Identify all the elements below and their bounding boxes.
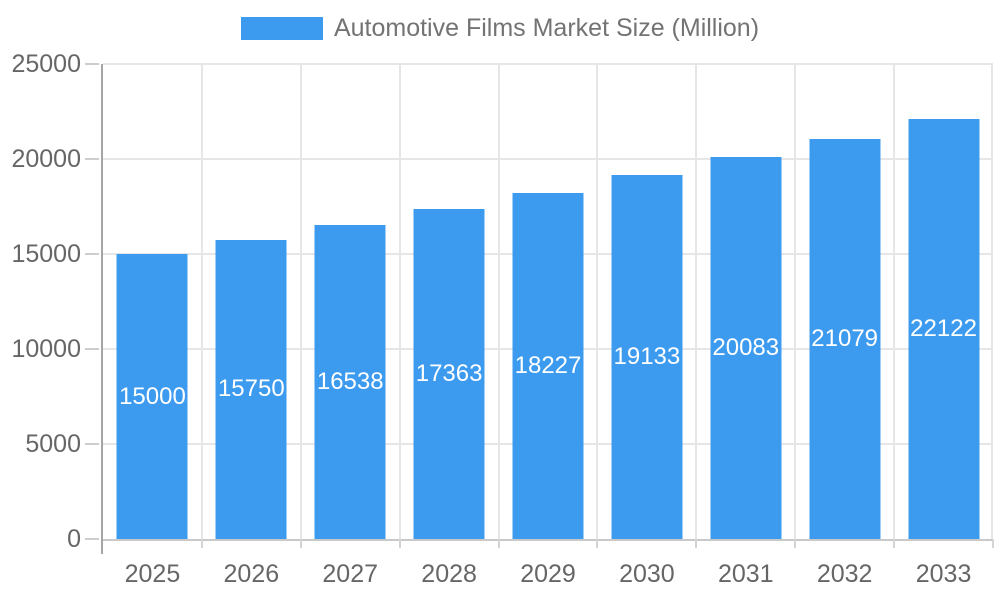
x-tick-mark [596, 539, 599, 548]
bar-value-label-2033: 22122 [910, 314, 977, 342]
x-tick-label-2026: 2026 [223, 560, 280, 588]
x-tick-mark [200, 539, 203, 548]
x-tick-mark [299, 539, 302, 548]
bar-2032[interactable]: 21079 [809, 138, 881, 539]
bar-2029[interactable]: 18227 [512, 192, 584, 539]
x-tick-label-2031: 2031 [717, 560, 774, 588]
y-tick-mark [85, 443, 99, 445]
y-tick-label-10000: 10000 [11, 335, 81, 363]
bar-2030[interactable]: 19133 [611, 175, 683, 539]
x-tick-mark [497, 539, 500, 548]
x-gridline [596, 64, 599, 539]
bar-value-label-2031: 20083 [712, 334, 780, 362]
bar-2028[interactable]: 17363 [413, 209, 485, 539]
bar-2033[interactable]: 22122 [908, 118, 980, 539]
x-tick-label-2030: 2030 [619, 560, 675, 588]
bar-value-label-2025: 15000 [119, 382, 186, 410]
bar-2025[interactable]: 15000 [116, 254, 188, 539]
y-tick-mark [85, 63, 99, 65]
y-tick-label-15000: 15000 [11, 240, 81, 268]
x-gridline [991, 64, 993, 539]
x-tick-mark [893, 539, 896, 548]
x-tick-label-2027: 2027 [322, 560, 379, 588]
y-tick-mark [85, 158, 99, 160]
y-tick-mark [85, 348, 99, 350]
bar-value-label-2028: 17363 [415, 360, 483, 388]
bar-2027[interactable]: 16538 [314, 224, 386, 539]
chart-legend[interactable]: Automotive Films Market Size (Million) [0, 14, 1000, 43]
x-gridline [299, 64, 302, 539]
legend-swatch-icon [240, 17, 323, 40]
x-gridline [794, 64, 797, 539]
x-tick-mark [398, 539, 401, 548]
y-gridline-20000 [103, 158, 993, 160]
x-gridline [200, 64, 203, 539]
x-tick-mark [695, 539, 698, 548]
bar-value-label-2032: 21079 [811, 324, 879, 352]
x-gridline [497, 64, 500, 539]
x-tick-label-2032: 2032 [816, 560, 873, 588]
y-tick-label-25000: 25000 [11, 50, 81, 78]
y-tick-label-0: 0 [67, 525, 81, 553]
y-tick-mark [85, 538, 99, 540]
x-tick-label-2029: 2029 [520, 560, 576, 588]
bar-2026[interactable]: 15750 [215, 239, 287, 539]
x-gridline [398, 64, 401, 539]
x-tick-mark [794, 539, 797, 548]
x-tick-mark [992, 539, 994, 548]
x-tick-mark [101, 539, 103, 554]
x-tick-label-2025: 2025 [124, 560, 181, 588]
x-tick-label-2033: 2033 [915, 560, 972, 588]
y-tick-label-20000: 20000 [11, 145, 81, 173]
legend-label: Automotive Films Market Size (Million) [333, 14, 760, 42]
y-gridline-25000 [103, 63, 993, 65]
bar-value-label-2029: 18227 [514, 351, 582, 379]
y-tick-label-5000: 5000 [25, 430, 81, 458]
bar-value-label-2030: 19133 [613, 343, 681, 371]
x-gridline [893, 64, 896, 539]
bar-value-label-2026: 15750 [217, 375, 285, 403]
plot-area: 0 5000 10000 15000 20000 25000 15000 2025 15750 2… [11, 50, 994, 588]
x-tick-label-2028: 2028 [421, 560, 477, 588]
x-gridline [695, 64, 698, 539]
y-tick-mark [85, 253, 99, 255]
bar-value-label-2027: 16538 [316, 367, 384, 395]
bar-2031[interactable]: 20083 [710, 157, 782, 539]
